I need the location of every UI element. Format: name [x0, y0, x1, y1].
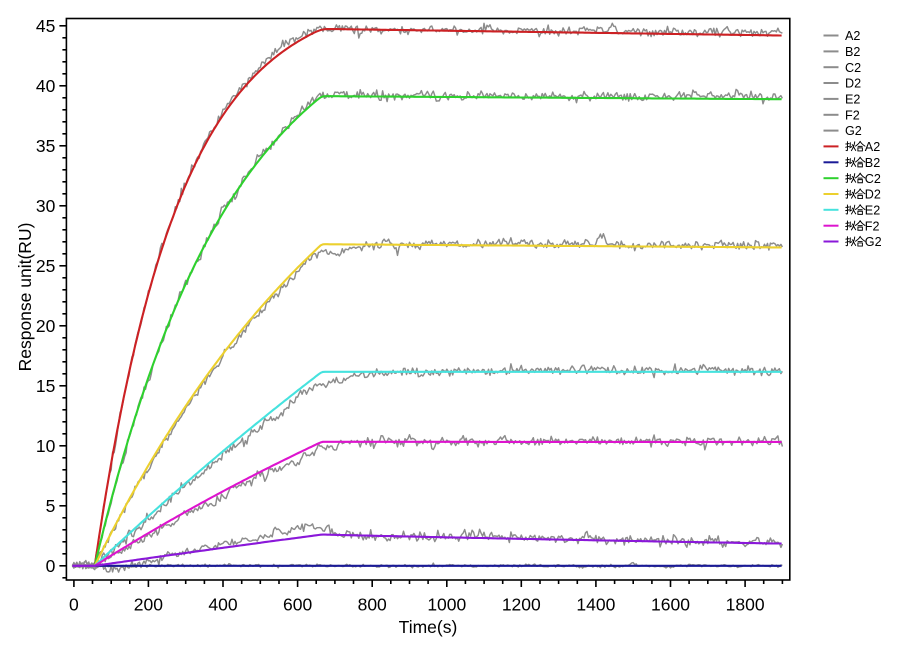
svg-text:25: 25 — [36, 256, 55, 276]
svg-text:400: 400 — [208, 595, 237, 615]
svg-text:E2: E2 — [865, 203, 880, 217]
svg-text:20: 20 — [36, 316, 56, 336]
svg-text:5: 5 — [46, 496, 56, 516]
svg-text:15: 15 — [36, 376, 55, 396]
svg-text:45: 45 — [36, 16, 55, 36]
svg-text:1200: 1200 — [502, 595, 541, 615]
svg-text:C2: C2 — [865, 172, 881, 186]
svg-text:1600: 1600 — [651, 595, 690, 615]
svg-text:1400: 1400 — [576, 595, 615, 615]
svg-text:0: 0 — [46, 556, 56, 576]
svg-text:F2: F2 — [845, 108, 860, 122]
svg-text:600: 600 — [283, 595, 312, 615]
svg-text:B2: B2 — [845, 45, 860, 59]
svg-text:C2: C2 — [845, 61, 861, 75]
svg-text:B2: B2 — [865, 156, 880, 170]
svg-text:A2: A2 — [865, 140, 880, 154]
svg-text:35: 35 — [36, 136, 55, 156]
svg-text:G2: G2 — [845, 124, 862, 138]
svg-text:D2: D2 — [865, 188, 881, 202]
svg-text:1800: 1800 — [726, 595, 765, 615]
svg-text:E2: E2 — [845, 93, 860, 107]
svg-text:800: 800 — [358, 595, 387, 615]
svg-text:40: 40 — [36, 76, 56, 96]
svg-text:10: 10 — [36, 436, 56, 456]
svg-text:Time(s): Time(s) — [399, 617, 458, 637]
svg-text:1000: 1000 — [427, 595, 466, 615]
svg-text:D2: D2 — [845, 77, 861, 91]
svg-text:F2: F2 — [865, 219, 880, 233]
svg-text:200: 200 — [134, 595, 163, 615]
svg-text:30: 30 — [36, 196, 56, 216]
svg-text:Response unit(RU): Response unit(RU) — [15, 223, 35, 372]
svg-text:A2: A2 — [845, 29, 860, 43]
svg-text:0: 0 — [69, 595, 79, 615]
svg-text:G2: G2 — [865, 235, 882, 249]
